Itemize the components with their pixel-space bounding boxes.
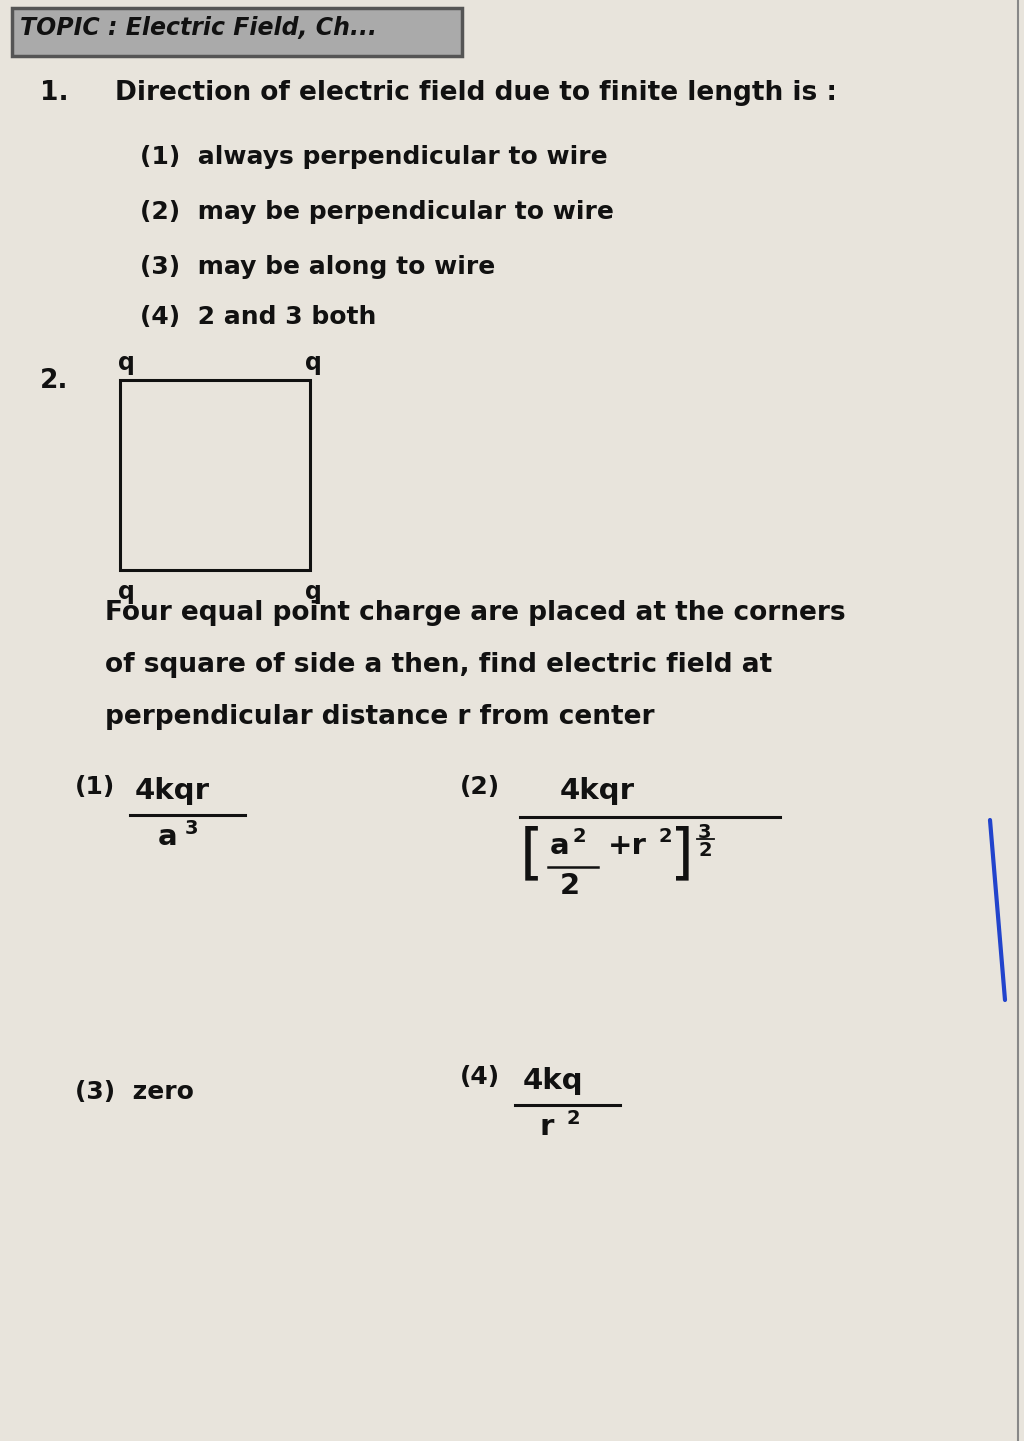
- Text: (4)  2 and 3 both: (4) 2 and 3 both: [140, 305, 377, 329]
- Text: q: q: [305, 579, 322, 604]
- Text: 2.: 2.: [40, 367, 69, 393]
- Text: 2: 2: [698, 842, 712, 860]
- Text: (1): (1): [75, 775, 116, 798]
- Text: a: a: [158, 823, 177, 852]
- Text: a: a: [550, 831, 569, 860]
- Text: (3)  zero: (3) zero: [75, 1079, 194, 1104]
- Text: 1.: 1.: [40, 81, 69, 107]
- Text: r: r: [540, 1112, 554, 1141]
- Text: 2: 2: [567, 1110, 581, 1128]
- Text: 4kqr: 4kqr: [560, 777, 635, 806]
- Text: (3)  may be along to wire: (3) may be along to wire: [140, 255, 496, 280]
- Text: 2: 2: [658, 827, 672, 846]
- Text: (1)  always perpendicular to wire: (1) always perpendicular to wire: [140, 146, 607, 169]
- Text: ]: ]: [670, 826, 694, 883]
- Text: [: [: [520, 826, 544, 883]
- Text: q: q: [118, 352, 135, 375]
- Text: 2: 2: [560, 872, 581, 901]
- Text: (2): (2): [460, 775, 500, 798]
- Text: q: q: [118, 579, 135, 604]
- Text: of square of side a then, find electric field at: of square of side a then, find electric …: [105, 651, 772, 679]
- Bar: [12, 9, 462, 56]
- Text: 4kqr: 4kqr: [135, 777, 210, 806]
- Bar: [120, 380, 310, 571]
- Text: (2)  may be perpendicular to wire: (2) may be perpendicular to wire: [140, 200, 613, 223]
- Text: q: q: [305, 352, 322, 375]
- Text: 4kq: 4kq: [523, 1066, 584, 1095]
- Text: 3: 3: [698, 823, 712, 842]
- Text: Four equal point charge are placed at the corners: Four equal point charge are placed at th…: [105, 599, 846, 625]
- Text: 2: 2: [572, 827, 586, 846]
- Text: Direction of electric field due to finite length is :: Direction of electric field due to finit…: [115, 81, 837, 107]
- Text: TOPIC : Electric Field, Ch...: TOPIC : Electric Field, Ch...: [20, 16, 377, 40]
- Text: (4): (4): [460, 1065, 500, 1089]
- Text: +r: +r: [608, 831, 647, 860]
- Text: 3: 3: [185, 818, 199, 839]
- Text: perpendicular distance r from center: perpendicular distance r from center: [105, 705, 654, 731]
